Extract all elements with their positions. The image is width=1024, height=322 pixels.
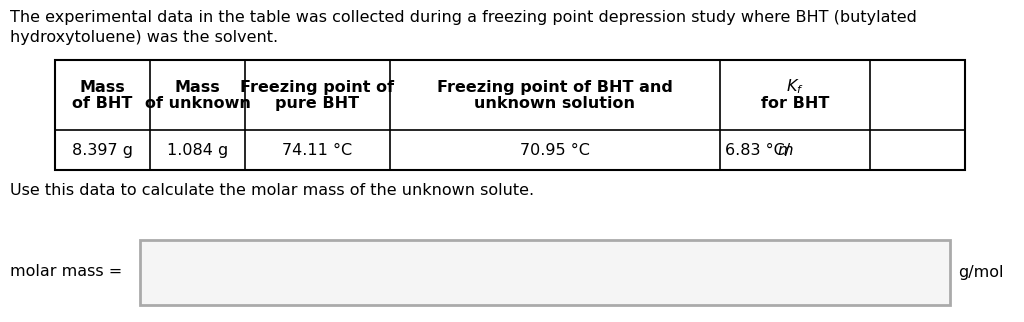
Text: Mass: Mass [175, 80, 220, 94]
Text: for BHT: for BHT [761, 96, 829, 110]
Text: unknown solution: unknown solution [474, 96, 636, 110]
Text: $\mathit{K}_f$: $\mathit{K}_f$ [786, 78, 804, 96]
Bar [140, 240, 950, 305]
Text: Freezing point of: Freezing point of [241, 80, 394, 94]
Text: Freezing point of BHT and: Freezing point of BHT and [437, 80, 673, 94]
Text: 1.084 g: 1.084 g [167, 143, 228, 157]
Text: g/mol: g/mol [958, 264, 1004, 279]
Text: hydroxytoluene) was the solvent.: hydroxytoluene) was the solvent. [10, 30, 279, 45]
Text: 74.11 °C: 74.11 °C [283, 143, 352, 157]
Text: 6.83 °C/: 6.83 °C/ [725, 143, 791, 157]
Text: 70.95 °C: 70.95 °C [520, 143, 590, 157]
Text: m: m [777, 143, 793, 157]
Text: Mass: Mass [80, 80, 125, 94]
Text: 8.397 g: 8.397 g [72, 143, 133, 157]
Text: pure BHT: pure BHT [275, 96, 359, 110]
Text: molar mass =: molar mass = [10, 264, 122, 279]
Text: The experimental data in the table was collected during a freezing point depress: The experimental data in the table was c… [10, 10, 916, 25]
Text: of unknown: of unknown [144, 96, 251, 110]
Text: of BHT: of BHT [73, 96, 133, 110]
Bar [55, 60, 965, 170]
Text: Use this data to calculate the molar mass of the unknown solute.: Use this data to calculate the molar mas… [10, 183, 535, 198]
